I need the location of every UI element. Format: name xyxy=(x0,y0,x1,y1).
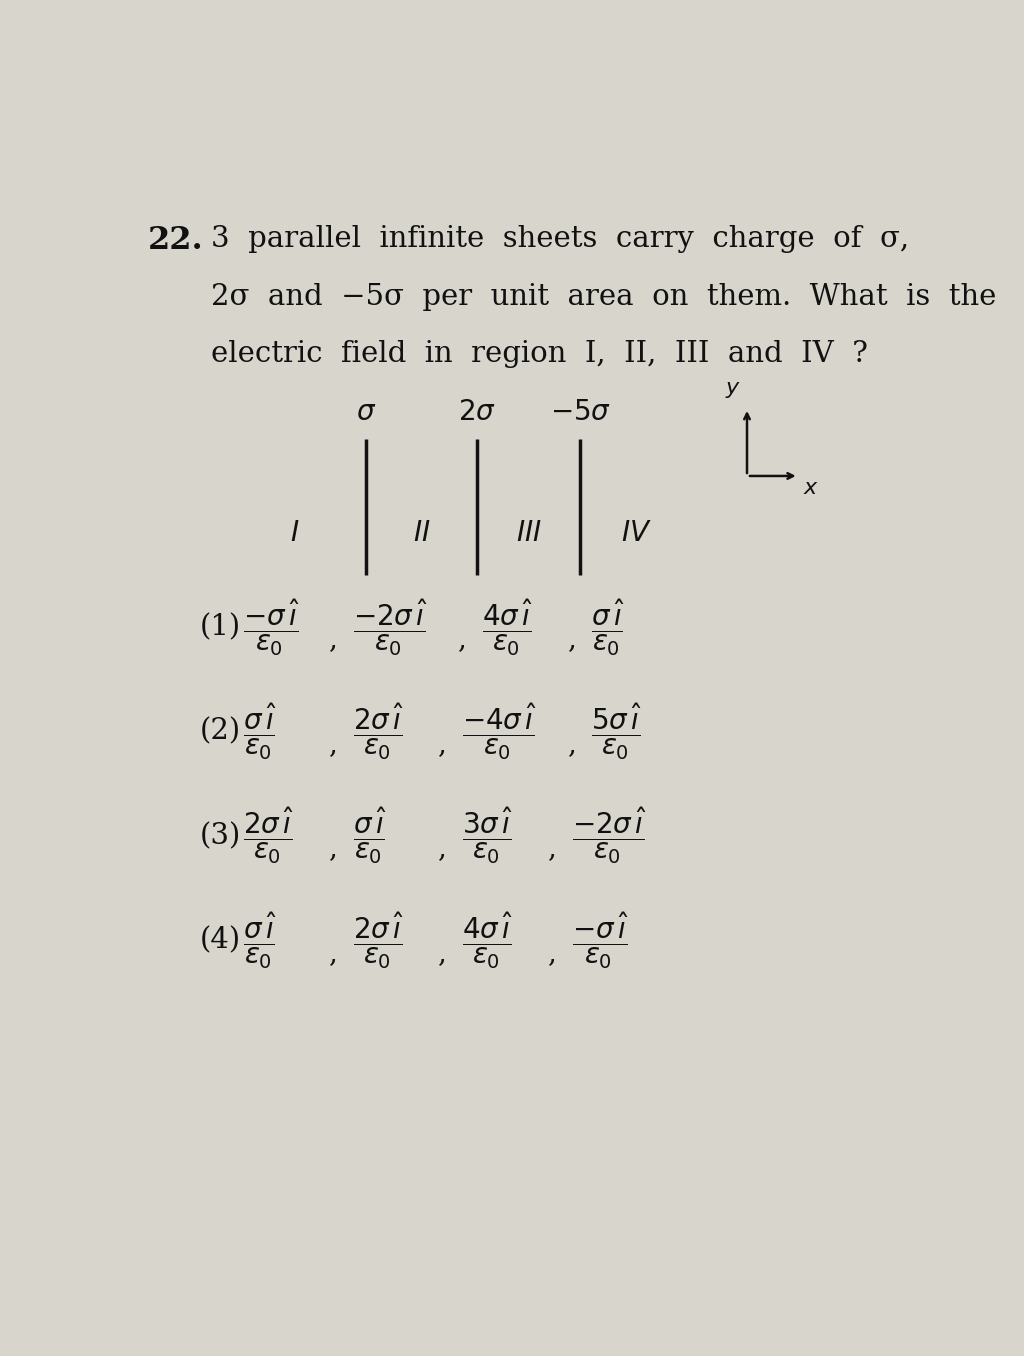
Text: $\dfrac{5\sigma\,\hat{\imath}}{\varepsilon_0}$: $\dfrac{5\sigma\,\hat{\imath}}{\varepsil… xyxy=(592,701,643,762)
Text: $\dfrac{2\sigma\,\hat{\imath}}{\varepsilon_0}$: $\dfrac{2\sigma\,\hat{\imath}}{\varepsil… xyxy=(352,701,403,762)
Text: ,: , xyxy=(438,731,447,758)
Text: ,: , xyxy=(329,626,338,654)
Text: ,: , xyxy=(438,940,447,967)
Text: electric  field  in  region  I,  II,  III  and  IV  ?: electric field in region I, II, III and … xyxy=(211,340,868,369)
Text: ,: , xyxy=(438,835,447,862)
Text: $\mathit{I}$: $\mathit{I}$ xyxy=(290,519,299,548)
Text: $\dfrac{\sigma\,\hat{\imath}}{\varepsilon_0}$: $\dfrac{\sigma\,\hat{\imath}}{\varepsilo… xyxy=(352,805,386,866)
Text: $x$: $x$ xyxy=(803,479,818,498)
Text: (3): (3) xyxy=(200,822,241,850)
Text: $\sigma$: $\sigma$ xyxy=(356,397,376,426)
Text: ,: , xyxy=(329,731,338,758)
Text: 3  parallel  infinite  sheets  carry  charge  of  σ,: 3 parallel infinite sheets carry charge … xyxy=(211,225,909,254)
Text: ,: , xyxy=(329,835,338,862)
Text: $\dfrac{\sigma\,\hat{\imath}}{\varepsilon_0}$: $\dfrac{\sigma\,\hat{\imath}}{\varepsilo… xyxy=(243,910,276,971)
Text: $\dfrac{-2\sigma\,\hat{\imath}}{\varepsilon_0}$: $\dfrac{-2\sigma\,\hat{\imath}}{\varepsi… xyxy=(571,805,646,866)
Text: (4): (4) xyxy=(200,926,241,955)
Text: $\dfrac{2\sigma\,\hat{\imath}}{\varepsilon_0}$: $\dfrac{2\sigma\,\hat{\imath}}{\varepsil… xyxy=(243,805,295,866)
Text: $\dfrac{-2\sigma\,\hat{\imath}}{\varepsilon_0}$: $\dfrac{-2\sigma\,\hat{\imath}}{\varepsi… xyxy=(352,597,427,658)
Text: $\dfrac{4\sigma\,\hat{\imath}}{\varepsilon_0}$: $\dfrac{4\sigma\,\hat{\imath}}{\varepsil… xyxy=(462,910,513,971)
Text: $\dfrac{\sigma\,\hat{\imath}}{\varepsilon_0}$: $\dfrac{\sigma\,\hat{\imath}}{\varepsilo… xyxy=(243,701,276,762)
Text: $y$: $y$ xyxy=(725,380,740,400)
Text: ,: , xyxy=(548,940,557,967)
Text: $\mathit{II}$: $\mathit{II}$ xyxy=(413,519,430,548)
Text: ,: , xyxy=(548,835,557,862)
Text: ,: , xyxy=(458,626,467,654)
Text: $\dfrac{\sigma\,\hat{\imath}}{\varepsilon_0}$: $\dfrac{\sigma\,\hat{\imath}}{\varepsilo… xyxy=(592,597,625,658)
Text: $\dfrac{3\sigma\,\hat{\imath}}{\varepsilon_0}$: $\dfrac{3\sigma\,\hat{\imath}}{\varepsil… xyxy=(462,805,513,866)
Text: ,: , xyxy=(567,626,577,654)
Text: $\dfrac{4\sigma\,\hat{\imath}}{\varepsilon_0}$: $\dfrac{4\sigma\,\hat{\imath}}{\varepsil… xyxy=(482,597,534,658)
Text: $\dfrac{-4\sigma\,\hat{\imath}}{\varepsilon_0}$: $\dfrac{-4\sigma\,\hat{\imath}}{\varepsi… xyxy=(462,701,537,762)
Text: $\dfrac{-\sigma\,\hat{\imath}}{\varepsilon_0}$: $\dfrac{-\sigma\,\hat{\imath}}{\varepsil… xyxy=(243,597,300,658)
Text: (2): (2) xyxy=(200,717,241,746)
Text: $\dfrac{-\sigma\,\hat{\imath}}{\varepsilon_0}$: $\dfrac{-\sigma\,\hat{\imath}}{\varepsil… xyxy=(571,910,629,971)
Text: 22.: 22. xyxy=(147,225,204,256)
Text: $\mathit{IV}$: $\mathit{IV}$ xyxy=(621,519,651,548)
Text: (1): (1) xyxy=(200,613,241,641)
Text: $\dfrac{2\sigma\,\hat{\imath}}{\varepsilon_0}$: $\dfrac{2\sigma\,\hat{\imath}}{\varepsil… xyxy=(352,910,403,971)
Text: 2σ  and  −5σ  per  unit  area  on  them.  What  is  the: 2σ and −5σ per unit area on them. What i… xyxy=(211,283,996,311)
Text: $\mathit{III}$: $\mathit{III}$ xyxy=(516,519,542,548)
Text: $2\sigma$: $2\sigma$ xyxy=(458,397,497,426)
Text: $-5\sigma$: $-5\sigma$ xyxy=(550,397,611,426)
Text: ,: , xyxy=(567,731,577,758)
Text: ,: , xyxy=(329,940,338,967)
